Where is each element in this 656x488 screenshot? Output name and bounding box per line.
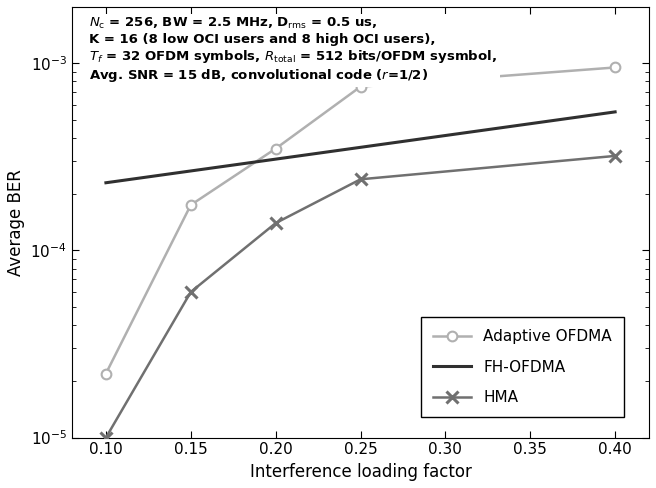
X-axis label: Interference loading factor: Interference loading factor — [249, 463, 472, 481]
HMA — [611, 153, 619, 159]
Y-axis label: Average BER: Average BER — [7, 169, 25, 276]
HMA — [102, 435, 110, 441]
Adaptive OFDMA — [272, 146, 279, 152]
Legend: Adaptive OFDMA, FH-OFDMA, HMA: Adaptive OFDMA, FH-OFDMA, HMA — [420, 317, 624, 417]
HMA — [187, 289, 195, 295]
Adaptive OFDMA — [357, 84, 365, 90]
Line: Adaptive OFDMA: Adaptive OFDMA — [101, 62, 620, 378]
HMA — [357, 176, 365, 182]
Text: $N_\mathrm{c}$ = 256, BW = 2.5 MHz, D$_\mathrm{rms}$ = 0.5 us,
K = 16 (8 low OCI: $N_\mathrm{c}$ = 256, BW = 2.5 MHz, D$_\… — [89, 16, 497, 84]
Adaptive OFDMA — [102, 370, 110, 376]
Adaptive OFDMA — [187, 202, 195, 208]
Adaptive OFDMA — [611, 64, 619, 70]
HMA — [272, 220, 279, 226]
Line: HMA: HMA — [100, 150, 621, 444]
